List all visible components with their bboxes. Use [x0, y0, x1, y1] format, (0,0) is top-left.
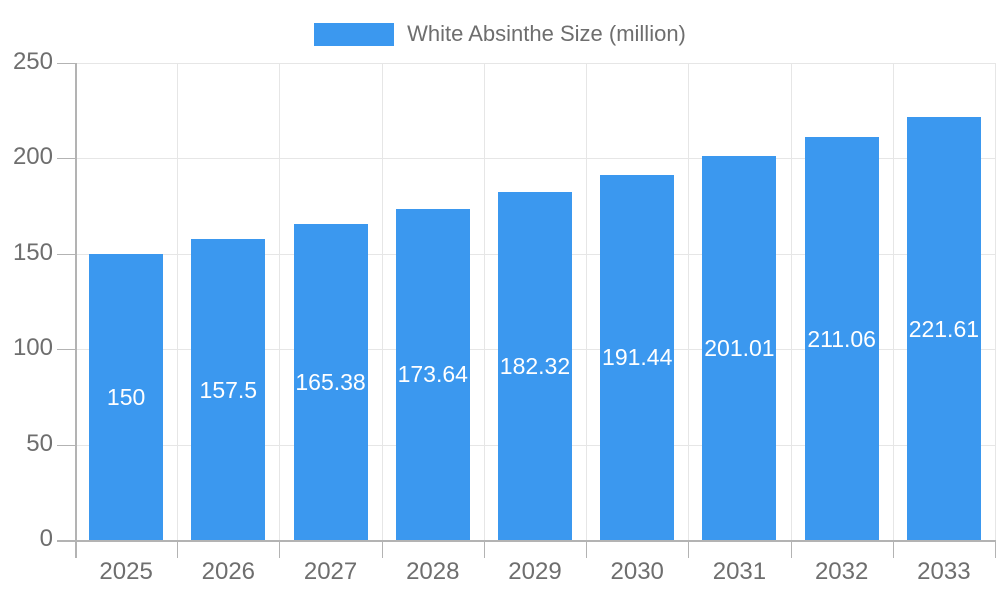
x-axis-label: 2032: [814, 558, 869, 585]
x-axis-label: 2030: [610, 558, 664, 585]
x-axis-tick: [177, 540, 179, 558]
gridline-vertical: [688, 63, 690, 540]
x-axis-tick: [790, 540, 792, 558]
bar[interactable]: [702, 156, 777, 540]
legend: White Absinthe Size (million): [0, 21, 1000, 47]
bar-value-label: 157.5: [199, 376, 258, 403]
gridline-vertical: [995, 63, 996, 540]
bar[interactable]: [89, 253, 164, 540]
y-axis-tick: [57, 63, 75, 64]
bar-value-label: 173.64: [397, 361, 468, 388]
y-axis-tick-label: 50: [26, 429, 53, 457]
bar[interactable]: [600, 174, 675, 540]
x-axis-tick: [279, 540, 281, 558]
x-axis-label: 2033: [917, 558, 971, 585]
y-axis-tick-label: 200: [12, 143, 53, 171]
x-axis-tick: [995, 540, 996, 558]
y-axis-tick: [57, 158, 75, 160]
bar-value-label: 150: [106, 383, 146, 410]
gridline-vertical: [892, 63, 894, 540]
x-axis-tick: [892, 540, 894, 558]
bar-value-label: 165.38: [295, 369, 366, 396]
y-axis-tick-label: 250: [12, 48, 53, 75]
x-axis-line: [57, 540, 995, 542]
gridline-horizontal: [75, 63, 995, 64]
gridline-horizontal: [75, 158, 995, 160]
x-axis-label: 2026: [201, 558, 256, 585]
bar[interactable]: [498, 192, 572, 540]
bar[interactable]: [191, 239, 266, 540]
bar-value-label: 182.32: [499, 353, 571, 380]
y-axis-tick-label: 150: [12, 238, 53, 266]
x-axis-label: 2025: [99, 558, 153, 585]
gridline-vertical: [790, 63, 792, 540]
x-axis-tick: [688, 540, 690, 558]
y-axis-tick: [57, 444, 75, 446]
gridline-vertical: [177, 63, 179, 540]
x-axis-tick: [381, 540, 383, 558]
x-axis-label: 2027: [303, 558, 358, 585]
legend-swatch[interactable]: [314, 22, 395, 46]
bar-value-label: 191.44: [602, 344, 673, 371]
bar-value-label: 221.61: [908, 315, 980, 342]
bar[interactable]: [395, 208, 470, 540]
bar[interactable]: [906, 117, 981, 540]
x-axis-label: 2031: [712, 558, 767, 585]
x-axis-label: 2028: [406, 558, 460, 585]
gridline-vertical: [279, 63, 281, 540]
x-axis-label: 2029: [508, 558, 562, 585]
y-axis-tick-label: 100: [12, 334, 53, 362]
legend-label[interactable]: White Absinthe Size (million): [407, 21, 686, 46]
x-axis-tick: [483, 540, 485, 558]
bar[interactable]: [804, 137, 879, 540]
bar[interactable]: [293, 224, 368, 540]
bar-value-label: 201.01: [704, 335, 775, 362]
y-axis-line: [75, 63, 77, 558]
gridline-vertical: [381, 63, 383, 540]
y-axis-tick: [57, 253, 75, 255]
y-axis-tick: [57, 349, 75, 351]
bar-value-label: 211.06: [807, 325, 876, 352]
gridline-vertical: [586, 63, 588, 540]
x-axis-tick: [586, 540, 588, 558]
gridline-vertical: [483, 63, 485, 540]
y-axis-tick-label: 0: [39, 525, 53, 552]
